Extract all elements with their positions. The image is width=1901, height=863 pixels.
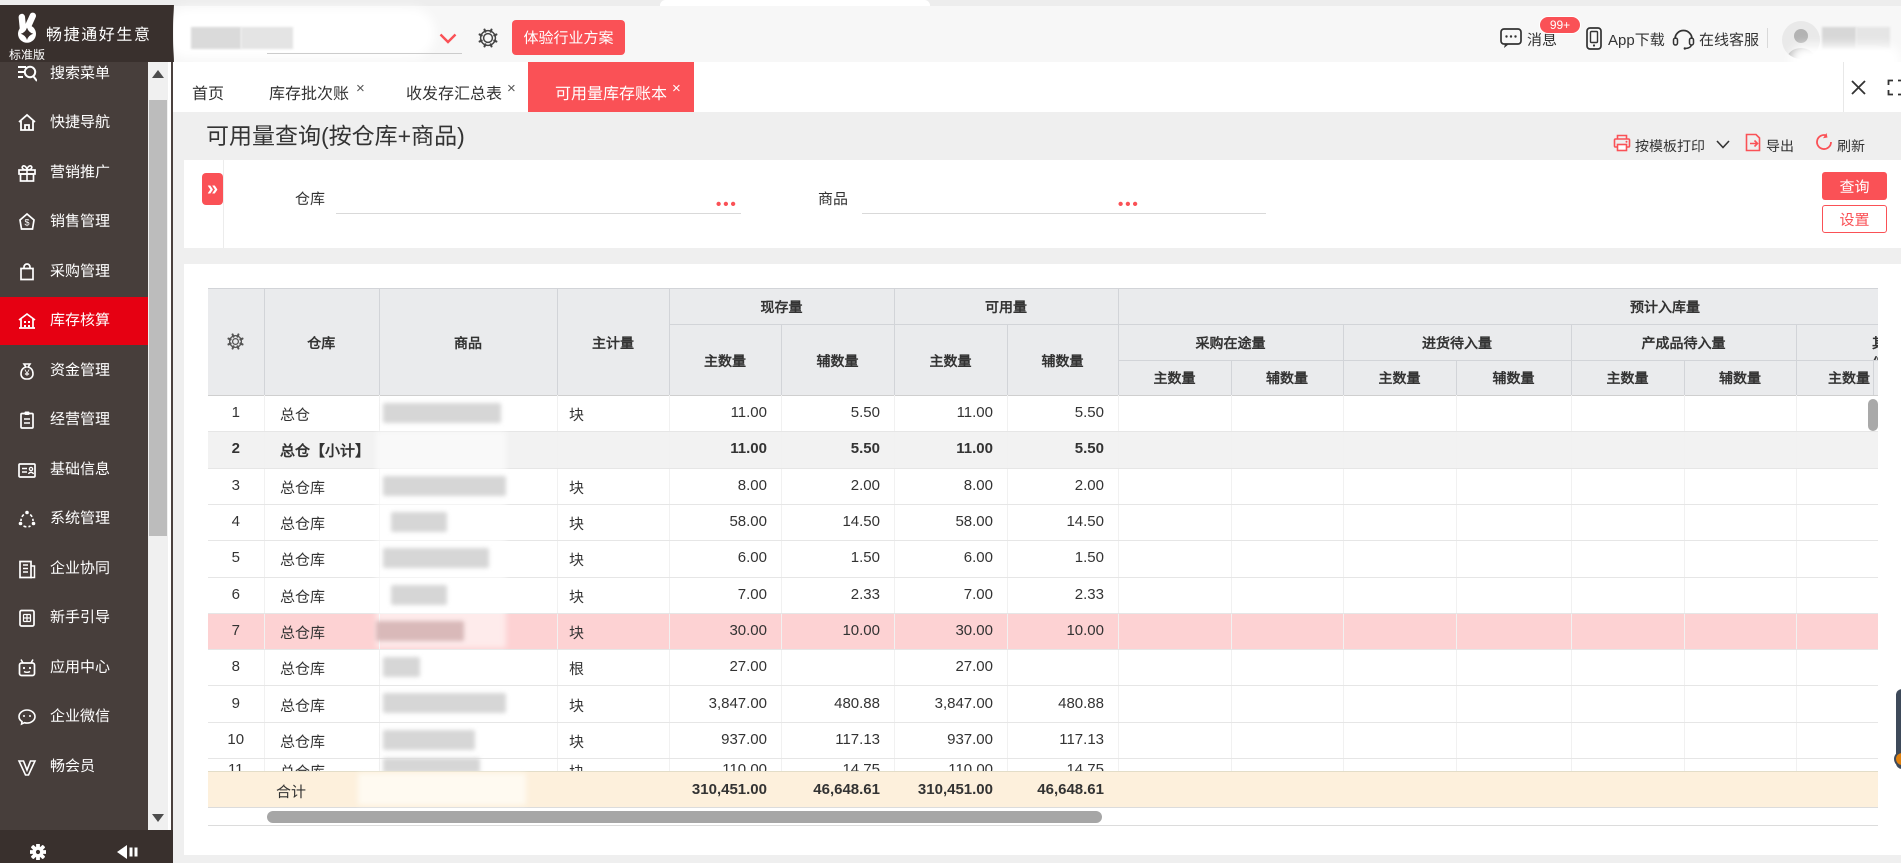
svg-text:$: $: [24, 218, 29, 228]
svg-text:¥: ¥: [23, 368, 30, 378]
